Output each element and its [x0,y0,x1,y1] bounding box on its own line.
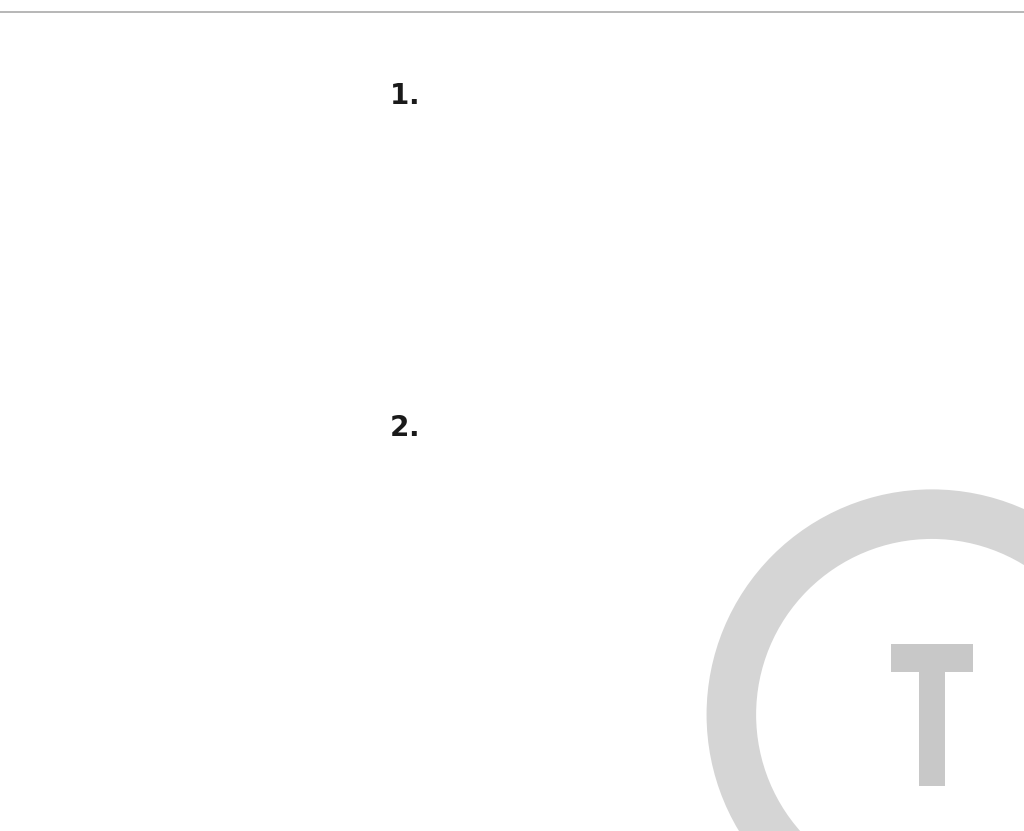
Text: $\mathbf{1.}$: $\mathbf{1.}$ [389,83,418,110]
Ellipse shape [707,489,1024,831]
Polygon shape [920,653,944,786]
Ellipse shape [756,539,1024,831]
Polygon shape [891,644,973,671]
Text: $\mathbf{2.}$: $\mathbf{2.}$ [389,416,418,442]
